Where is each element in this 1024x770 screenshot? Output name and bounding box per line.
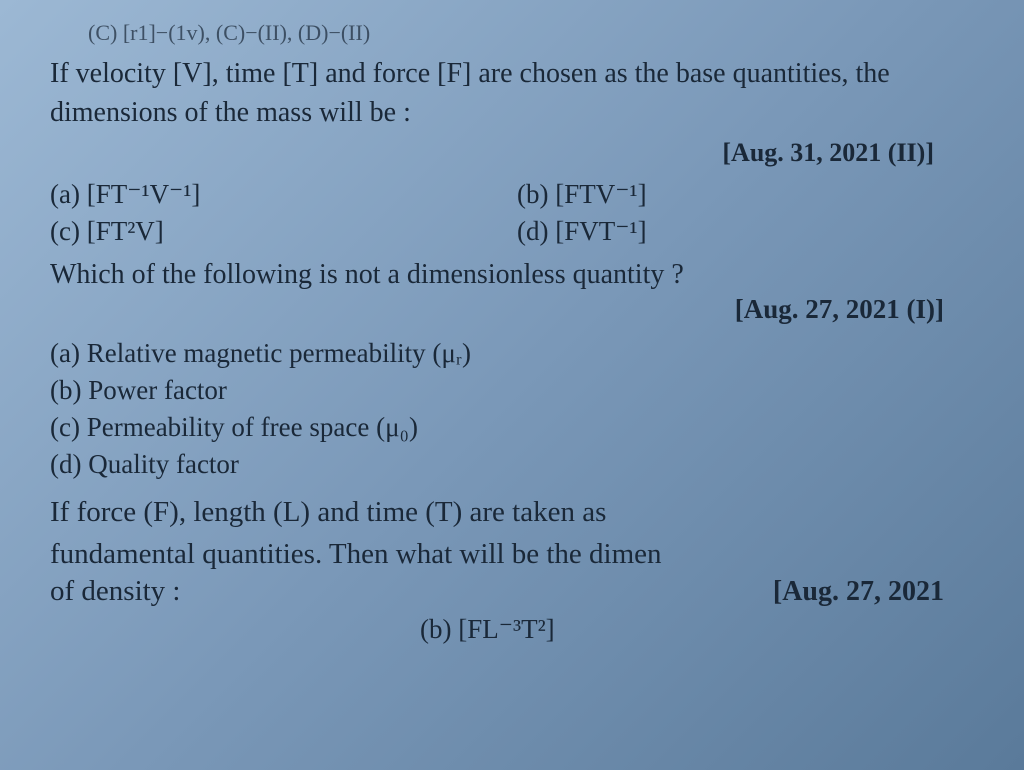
question-2-date: [Aug. 27, 2021 (I)] <box>40 294 984 325</box>
question-3-line2: fundamental quantities. Then what will b… <box>40 533 984 575</box>
partial-previous-line: (C) [r1]−(1v), (C)−(II), (D)−(II) <box>40 20 984 46</box>
q2-option-c: (c) Permeability of free space (μ₀) <box>50 409 984 446</box>
question-2-text: Which of the following is not a dimensio… <box>40 256 984 294</box>
textbook-page: (C) [r1]−(1v), (C)−(II), (D)−(II) If vel… <box>40 20 984 750</box>
question-3-density: of density : <box>50 575 181 608</box>
q2-option-d: (d) Quality factor <box>50 446 984 483</box>
q2-option-a: (a) Relative magnetic permeability (μᵣ) <box>50 335 984 372</box>
question-3-date: [Aug. 27, 2021 <box>773 576 944 608</box>
question-3-line1: If force (F), length (L) and time (T) ar… <box>40 491 984 533</box>
question-3-block: If force (F), length (L) and time (T) ar… <box>40 491 984 608</box>
question-1-date: [Aug. 31, 2021 (II)] <box>40 138 984 168</box>
q1-option-a: (a) [FT⁻¹V⁻¹] <box>50 176 517 213</box>
q1-option-d: (d) [FVT⁻¹] <box>517 213 984 250</box>
q2-option-b: (b) Power factor <box>50 372 984 409</box>
question-1-text: If velocity [V], time [T] and force [F] … <box>40 54 984 132</box>
q1-option-c: (c) [FT²V] <box>50 213 517 250</box>
q3-partial-option-b: (b) [FL⁻³T²] <box>40 614 984 645</box>
question-2-options: (a) Relative magnetic permeability (μᵣ) … <box>40 335 984 483</box>
question-1-options: (a) [FT⁻¹V⁻¹] (b) [FTV⁻¹] (c) [FT²V] (d)… <box>40 176 984 250</box>
q1-option-b: (b) [FTV⁻¹] <box>517 176 984 213</box>
